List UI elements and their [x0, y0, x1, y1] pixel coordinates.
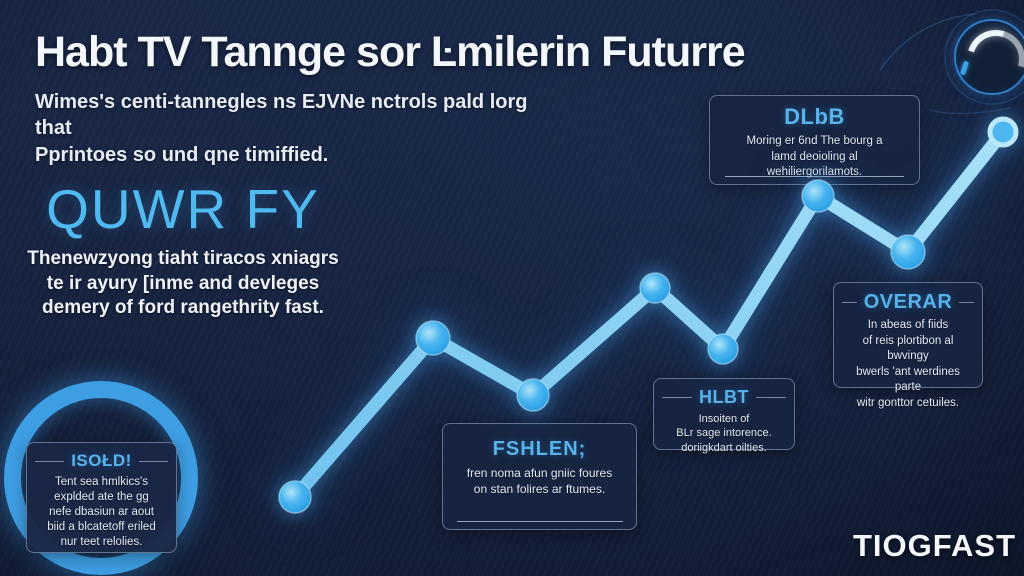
chart-line: [288, 125, 1010, 504]
callout-line: In abeas of fiids: [867, 319, 949, 331]
callout-title: ISOŁD!: [71, 451, 132, 470]
chart-node: [987, 116, 1019, 148]
callout-bottom-rule: [456, 521, 623, 522]
callout-hlbt: HLBT Insoiten of BLr sage intorence. dor…: [653, 378, 795, 454]
section-paragraph: Thenewzyong tiaht tiracos xniagrs te ir …: [18, 247, 348, 321]
chart-node: [801, 179, 835, 213]
callout-title: DLbB: [784, 104, 845, 129]
brand-logo: TIOGFAST: [853, 528, 1016, 563]
title-rule: [35, 460, 65, 462]
callout-line: nefe dbasiun ar aout: [49, 505, 154, 518]
callout-line: on stan folires ar ftumes.: [473, 482, 606, 497]
chart-node: [278, 480, 312, 514]
callout-title-row: OVERAR: [842, 291, 975, 314]
callout-line: witr gonttor cetuiles.: [856, 396, 960, 409]
callout-title-row: HLBT: [662, 387, 786, 408]
callout-title: OVERAR: [863, 291, 953, 313]
callout-fshlen: FSHLEN; fren noma afun gniic foures on s…: [442, 423, 637, 530]
callout-line: Moring er 6nd The bourg a: [746, 135, 883, 147]
callout-line: nur teet relolies.: [60, 535, 143, 548]
callout-line: biid a blcatetoff eriled: [47, 520, 156, 533]
callout-title-row: DLbB: [718, 104, 911, 130]
callout-line: doriigkdart oilties.: [681, 441, 767, 454]
chart-node: [890, 234, 926, 270]
subtitle: Wimes's centi-tannegles ns EJVNe nctrols…: [35, 89, 545, 168]
callout-line: fren noma afun gniic foures: [466, 466, 613, 480]
callout-overar: OVERAR In abeas of fiids of reis plortib…: [833, 282, 983, 409]
chart-node: [415, 320, 451, 356]
callout-line: bwerls 'ant werdines parte: [856, 365, 960, 394]
left-text-panel: QUWR FY Thenewzyong tiaht tiracos xniagr…: [18, 182, 348, 321]
callout-line: explded ate the gg: [54, 490, 149, 503]
callout-title: FSHLEN;: [492, 438, 587, 460]
chart-node: [707, 333, 739, 365]
callout-body: Insoiten of BLr sage intorence. doriigkd…: [662, 412, 786, 455]
chart-node: [516, 378, 550, 412]
callout-title: HLBT: [699, 387, 749, 407]
callout-body: In abeas of fiids of reis plortibon al b…: [842, 318, 974, 411]
callout-line: Insoiten of: [698, 413, 750, 425]
callout-bottom-rule: [724, 176, 905, 177]
callout-line: of reis plortibon al bwvingy: [862, 334, 954, 363]
callout-body: fren noma afun gniic foures on stan foli…: [451, 465, 628, 497]
subtitle-line: Pprintoes so und qne timiffied.: [35, 143, 329, 166]
header: Habt TV Tannge sor Ŀmilerin Futurre Wime…: [35, 28, 895, 168]
section-headline: QUWR FY: [46, 178, 320, 240]
subtitle-line: Wimes's centi-tannegles ns EJVNe nctrols…: [35, 91, 528, 140]
callout-title-row: ISOŁD!: [35, 451, 169, 471]
callout-line: BLr sage intorence.: [676, 427, 772, 440]
callout-body: Moring er 6nd The bourg a lamd deoioling…: [718, 134, 911, 181]
title-rule: [842, 302, 857, 303]
chart-nodes: [278, 116, 1019, 514]
paragraph-line: demery of ford rangethrity fast.: [42, 297, 324, 319]
title-rule: [959, 302, 975, 303]
title-rule: [756, 397, 786, 398]
callout-line: lamd deoioling al: [771, 150, 858, 163]
chart-node: [639, 272, 671, 304]
gauge-icon: [954, 19, 1024, 99]
page-title: Habt TV Tannge sor Ŀmilerin Futurre: [35, 28, 746, 76]
callout-line: wehiliergorilamots.: [766, 166, 863, 179]
title-rule: [138, 460, 169, 462]
callout-body: Tent sea hmlkics's explded ate the gg ne…: [35, 475, 168, 550]
title-rule: [662, 397, 692, 398]
paragraph-line: te ir ayury [inme and devleges: [46, 272, 320, 294]
callout-line: Tent sea hmlkics's: [55, 476, 148, 488]
paragraph-line: Thenewzyong tiaht tiracos xniagrs: [27, 248, 339, 269]
callout-isold: ISOŁD! Tent sea hmlkics's explded ate th…: [26, 442, 177, 553]
callout-title-row: FSHLEN;: [451, 432, 628, 461]
